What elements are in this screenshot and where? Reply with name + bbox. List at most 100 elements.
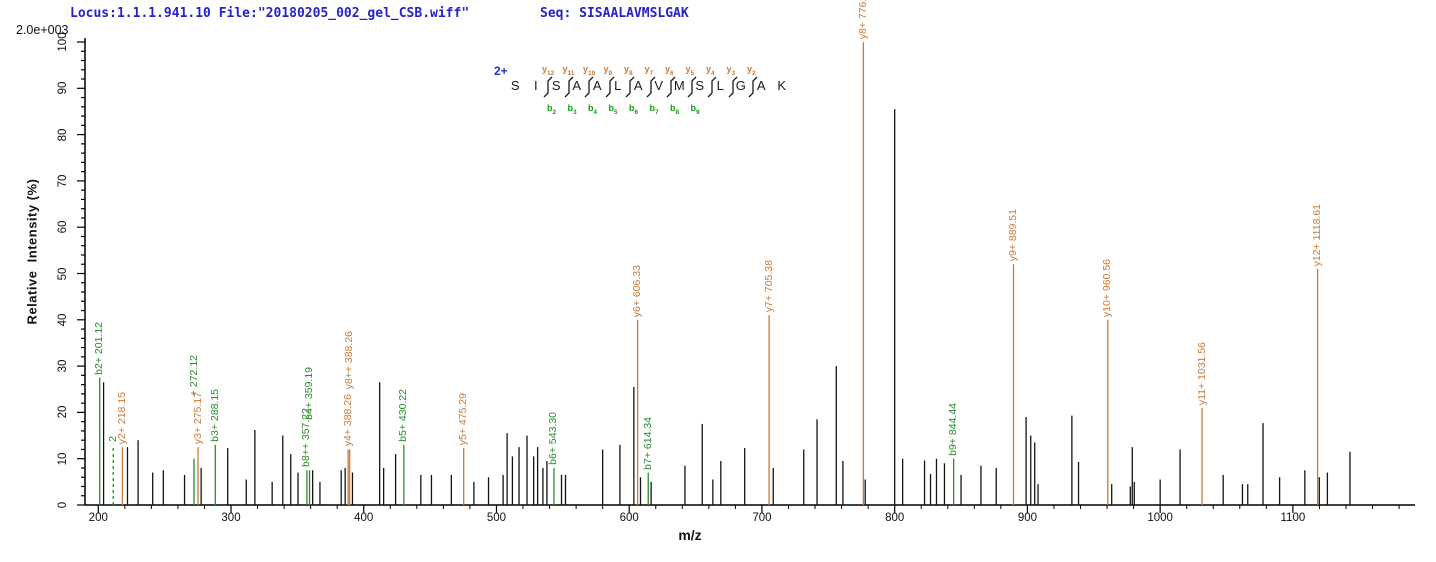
ladder-residue-cell: y4 L xyxy=(706,62,731,118)
b-ion-ladder-label: b4 xyxy=(588,103,598,116)
y-tick-label: 20 xyxy=(57,406,69,419)
y-ion-peak-label: y11+ 1031.56 xyxy=(1195,341,1208,405)
ladder-residue-cell: K xyxy=(772,62,793,118)
b-ion-ladder-label: b6 xyxy=(629,103,639,116)
b-ion-ladder-label: b3 xyxy=(567,103,577,116)
b-ion-ladder-label: b2 xyxy=(547,103,557,116)
residue-letter: A xyxy=(572,78,582,93)
residue-letter: S xyxy=(551,78,561,93)
residue-letter: G xyxy=(735,78,746,93)
residue-letter: K xyxy=(777,78,787,93)
y-ion-peak-label: y8++ 388.26 xyxy=(343,331,356,390)
y-ion-peak-label: y7+ 705.38 xyxy=(762,259,775,313)
y-ion-ladder-label: y9 xyxy=(603,64,613,77)
y-ion-ladder-label: y6 xyxy=(665,64,674,77)
x-tick-label: 400 xyxy=(354,512,374,524)
ladder-residue-cell: y2 A xyxy=(747,62,772,118)
y-tick-label: 10 xyxy=(57,452,69,466)
y-ion-peak-label: y8+ 776.43 xyxy=(856,0,869,39)
b-ion-peak-label: b9+ 844.44 xyxy=(947,402,960,456)
fragment-bracket-icon xyxy=(625,76,635,98)
residue-letter: M xyxy=(673,78,685,93)
y-ion-ladder-label: y4 xyxy=(706,64,715,77)
ladder-residue-cell: S xyxy=(505,62,526,118)
x-tick-label: 700 xyxy=(752,512,772,524)
y-ion-peak-label: y9+ 889.51 xyxy=(1006,208,1019,262)
b-ion-ladder-label: b7 xyxy=(649,103,659,116)
y-ion-peak-label: y5+ 475.29 xyxy=(457,392,470,446)
b-ion-peak-label: b4+ 359.19 xyxy=(303,367,316,421)
y-ion-ladder-label: y10 xyxy=(583,64,596,77)
fragment-bracket-icon xyxy=(687,76,696,98)
y-ion-ladder-label: y11 xyxy=(562,64,575,77)
y-tick-label: 90 xyxy=(57,81,69,95)
b-ion-peak-label: b3+ 288.15 xyxy=(208,388,221,442)
locus-file-label: Locus:1.1.1.941.10 File:"20180205_002_ge… xyxy=(70,6,470,21)
precursor-charge-label: 2+ xyxy=(494,64,508,78)
fragment-bracket-icon xyxy=(748,76,758,98)
b-ion-peak-label: b7+ 614.34 xyxy=(641,416,654,470)
b-ion-ladder-label: b8 xyxy=(670,103,680,116)
y-ion-peak-label: y10+ 960.56 xyxy=(1101,258,1114,317)
residue-letter: L xyxy=(716,78,724,93)
x-axis-title: m/z xyxy=(678,527,702,543)
x-tick-label: 1000 xyxy=(1147,512,1173,524)
fragment-bracket-icon xyxy=(646,76,655,98)
y-ion-peak-label: y6+ 606.33 xyxy=(631,264,644,317)
x-tick-label: 300 xyxy=(221,512,241,524)
b-ion-ladder-label: b9 xyxy=(690,103,700,116)
x-tick-label: 1100 xyxy=(1280,512,1306,524)
b-ion-peak-label: b5+ 430.22 xyxy=(397,388,410,442)
fragment-bracket-icon xyxy=(543,76,553,98)
fragment-bracket-icon xyxy=(584,76,594,98)
ladder-residue-cell: I xyxy=(526,62,547,118)
b-ion-peak-label: b2+ 201.12 xyxy=(93,321,106,375)
fragment-bracket-icon xyxy=(728,76,737,98)
residue-letter: L xyxy=(614,78,622,93)
y-ion-ladder-label: y5 xyxy=(685,64,695,77)
sequence-header-label: Seq: SISAALAVMSLGAK xyxy=(540,6,689,21)
y-ion-peak-label: y3+ 275.17 xyxy=(191,391,204,445)
y-tick-label: 70 xyxy=(57,174,69,188)
y-tick-label: 100 xyxy=(57,32,69,52)
residue-letter: S xyxy=(695,78,705,93)
y-tick-label: 30 xyxy=(57,359,69,373)
residue-letter: S xyxy=(510,78,520,93)
y-ion-ladder-label: y2 xyxy=(747,64,756,77)
x-tick-label: 900 xyxy=(1017,512,1037,524)
fragment-bracket-icon xyxy=(605,76,614,98)
residue-letter: A xyxy=(592,78,602,93)
y-tick-label: 80 xyxy=(57,128,69,141)
b-ion-ladder-label: b5 xyxy=(608,103,618,116)
b-ion-peak-label: b6+ 543.30 xyxy=(547,412,560,465)
residue-letter: A xyxy=(756,78,766,93)
x-tick-label: 800 xyxy=(885,512,905,524)
y-ion-ladder-label: y7 xyxy=(644,64,654,77)
intensity-scale-note: 2.0e+003 xyxy=(16,23,69,37)
fragment-bracket-icon xyxy=(564,76,573,98)
y-tick-label: 50 xyxy=(57,267,69,280)
y-ion-ladder-label: y8 xyxy=(624,64,633,77)
ladder-residue-cell: y3 G xyxy=(727,62,752,118)
y-ion-peak-label: y4+ 388.26 xyxy=(341,394,354,447)
b-ion-peak-label: + 272.12 xyxy=(187,354,200,396)
x-tick-label: 500 xyxy=(486,512,507,524)
fragment-bracket-icon xyxy=(707,76,717,98)
fragment-bracket-icon xyxy=(666,76,676,98)
y-ion-ladder-label: y12 xyxy=(542,64,555,77)
residue-letter: V xyxy=(654,78,664,93)
x-tick-label: 200 xyxy=(88,512,108,524)
y-ion-peak-label: y12+ 1118.61 xyxy=(1311,203,1324,266)
y-tick-label: 40 xyxy=(57,313,69,327)
